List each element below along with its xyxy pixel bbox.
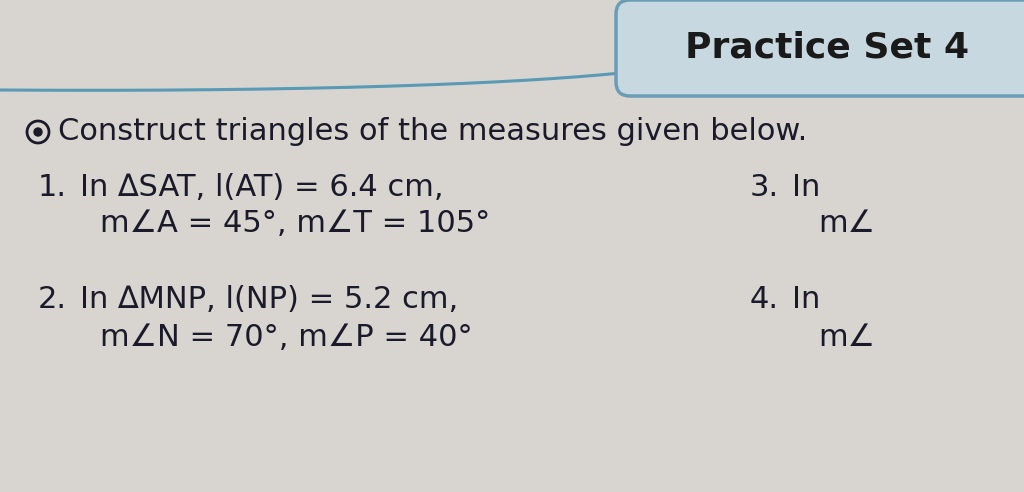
Text: Practice Set 4: Practice Set 4 — [685, 31, 970, 65]
Text: In: In — [792, 173, 820, 202]
Text: 4.: 4. — [750, 285, 779, 314]
Text: 1.: 1. — [38, 173, 67, 202]
Text: 2.: 2. — [38, 285, 67, 314]
Circle shape — [34, 128, 42, 136]
Text: In ∆MNP, l(NP) = 5.2 cm,: In ∆MNP, l(NP) = 5.2 cm, — [80, 285, 459, 314]
Text: In ∆SAT, l(AT) = 6.4 cm,: In ∆SAT, l(AT) = 6.4 cm, — [80, 173, 443, 202]
Text: m∠: m∠ — [818, 322, 874, 351]
Text: In: In — [792, 285, 820, 314]
Text: 3.: 3. — [750, 173, 779, 202]
FancyBboxPatch shape — [616, 0, 1024, 96]
Text: m∠: m∠ — [818, 210, 874, 239]
Text: m∠A = 45°, m∠T = 105°: m∠A = 45°, m∠T = 105° — [100, 210, 490, 239]
Text: Construct triangles of the measures given below.: Construct triangles of the measures give… — [58, 118, 807, 147]
Text: m∠N = 70°, m∠P = 40°: m∠N = 70°, m∠P = 40° — [100, 322, 473, 351]
